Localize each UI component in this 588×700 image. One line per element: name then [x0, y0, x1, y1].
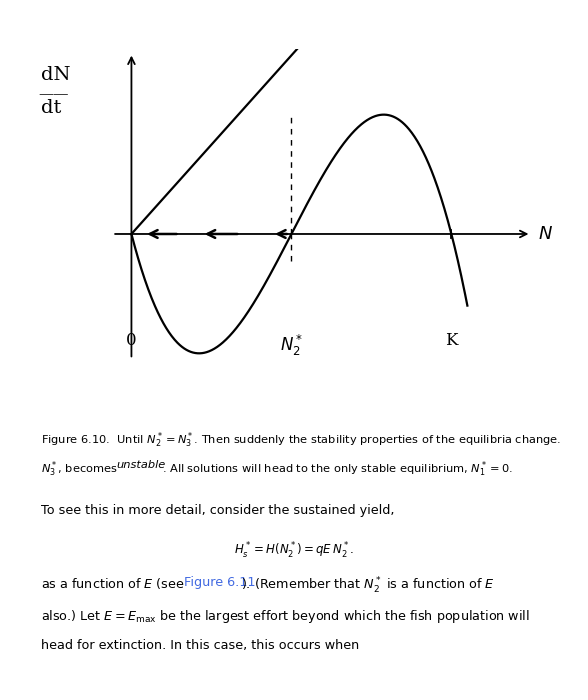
- Text: head for extinction. In this case, this occurs when: head for extinction. In this case, this …: [41, 639, 359, 652]
- Text: unstable: unstable: [116, 460, 166, 470]
- Text: K: K: [445, 332, 457, 349]
- Text: dt: dt: [41, 99, 62, 118]
- Text: To see this in more detail, consider the sustained yield,: To see this in more detail, consider the…: [41, 504, 395, 517]
- Text: dN: dN: [41, 66, 71, 84]
- Text: ——: ——: [38, 88, 69, 102]
- Text: Figure 6.11: Figure 6.11: [184, 576, 256, 589]
- Text: $H_s^* = H(N_2^*) = qE\,N_2^*$.: $H_s^* = H(N_2^*) = qE\,N_2^*$.: [234, 541, 354, 561]
- Text: Figure 6.10.  Until $N_2^* = N_3^*$. Then suddenly the stability properties of t: Figure 6.10. Until $N_2^* = N_3^*$. Then…: [41, 430, 561, 450]
- Text: $N_3^*$, becomes: $N_3^*$, becomes: [41, 460, 119, 480]
- Text: $N$: $N$: [538, 225, 553, 243]
- Text: $N_2^*$: $N_2^*$: [280, 332, 303, 358]
- Text: 0: 0: [126, 332, 137, 349]
- Text: ). (Remember that $N_2^*$ is a function of $E$: ). (Remember that $N_2^*$ is a function …: [241, 576, 495, 596]
- Text: . All solutions will head to the only stable equilibrium, $N_1^* = 0$.: . All solutions will head to the only st…: [162, 460, 513, 480]
- Text: also.) Let $E = E_{\mathrm{max}}$ be the largest effort beyond which the fish po: also.) Let $E = E_{\mathrm{max}}$ be the…: [41, 608, 530, 625]
- Text: as a function of $E$ (see: as a function of $E$ (see: [41, 576, 185, 591]
